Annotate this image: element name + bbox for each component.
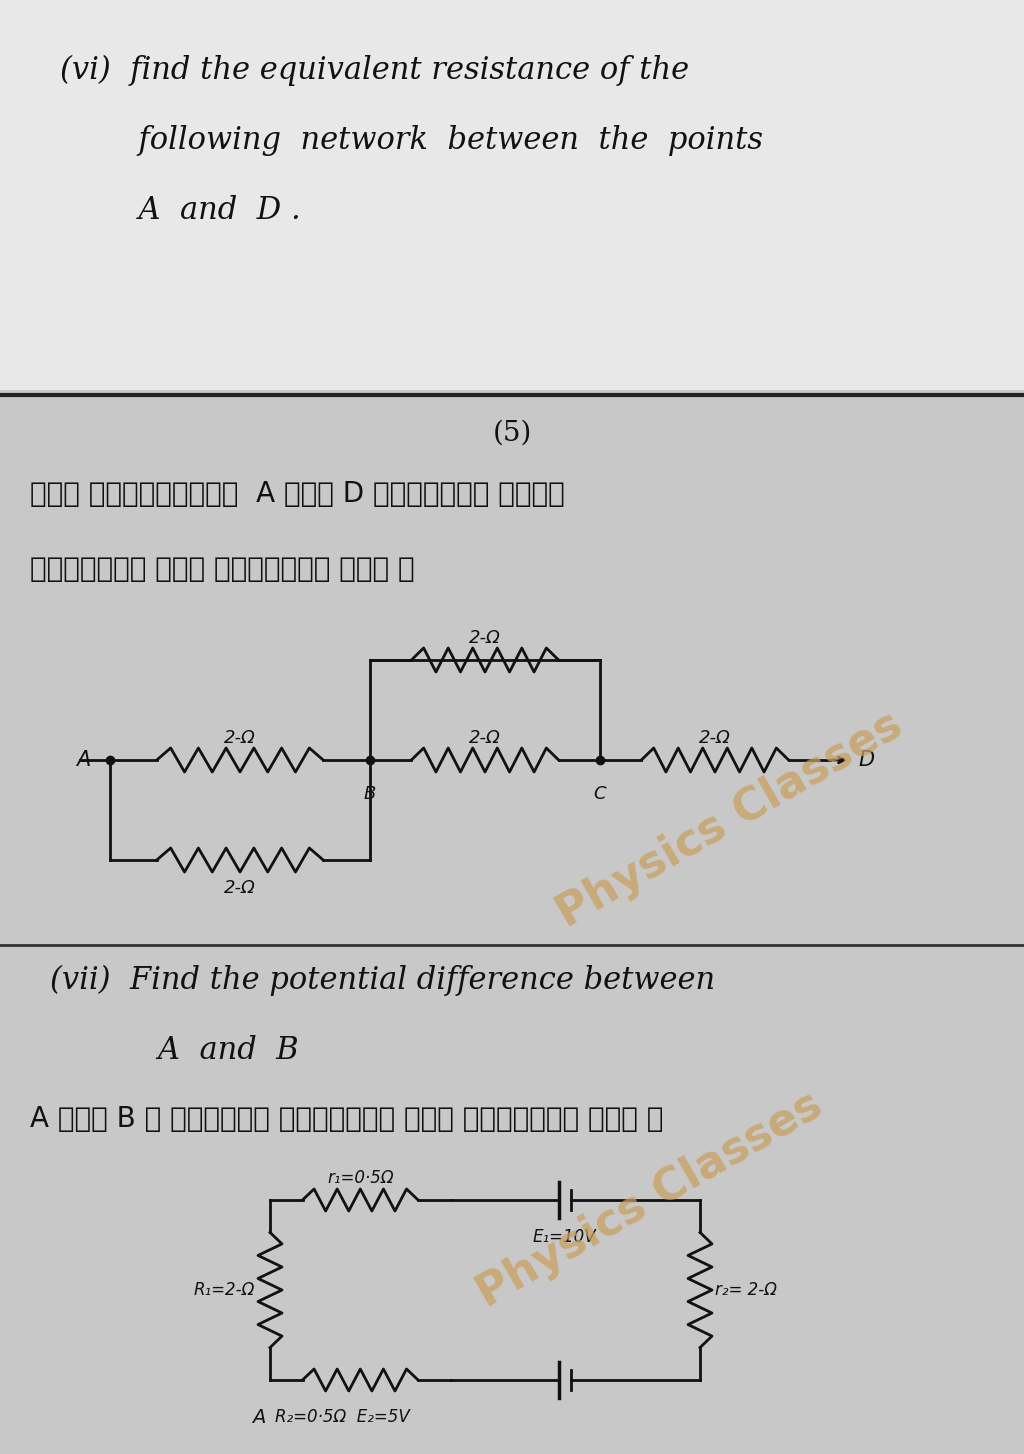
- Text: 2-Ω: 2-Ω: [224, 880, 256, 897]
- Text: ভরস সার্কিটের  A আরক D বিন্দুর মাঝে: ভরস সার্কিটের A আরক D বিন্দুর মাঝে: [30, 480, 565, 507]
- Text: (vii)  Find the potential difference between: (vii) Find the potential difference betw…: [50, 965, 715, 996]
- Text: A  and  D .: A and D .: [80, 195, 301, 225]
- Text: 2-Ω: 2-Ω: [469, 728, 501, 747]
- Bar: [0, 0, 1024, 390]
- Text: C: C: [594, 785, 606, 803]
- Text: B: B: [364, 785, 376, 803]
- Text: 2-Ω: 2-Ω: [699, 728, 731, 747]
- Text: Physics Classes: Physics Classes: [550, 704, 910, 936]
- Text: 2-Ω: 2-Ω: [469, 630, 501, 647]
- Text: A  and  B: A and B: [80, 1035, 299, 1066]
- Text: R₁=2-Ω: R₁=2-Ω: [194, 1281, 255, 1298]
- Text: following  network  between  the  points: following network between the points: [80, 125, 763, 156]
- Text: (vi)  find the equivalent resistance of the: (vi) find the equivalent resistance of t…: [60, 55, 689, 86]
- Text: r₁=0·5Ω: r₁=0·5Ω: [327, 1169, 393, 1186]
- Text: Physics Classes: Physics Classes: [470, 1083, 830, 1316]
- Text: (5): (5): [493, 420, 531, 446]
- Text: r₂= 2-Ω: r₂= 2-Ω: [715, 1281, 777, 1298]
- Text: D: D: [858, 750, 874, 771]
- Text: A আরক B র মাঝেতে বিদ্যুত ভেদ নির্ণয় করো ।: A আরক B র মাঝেতে বিদ্যুত ভেদ নির্ণয় করো…: [30, 1105, 664, 1133]
- Text: A: A: [76, 750, 90, 771]
- Text: R₂=0·5Ω  E₂=5V: R₂=0·5Ω E₂=5V: [275, 1407, 410, 1426]
- Text: A: A: [252, 1407, 265, 1426]
- Text: সমতুল্য রোধ নির্ণয় করো ।: সমতুল্য রোধ নির্ণয় করো ।: [30, 555, 415, 583]
- Text: 2-Ω: 2-Ω: [224, 728, 256, 747]
- Text: E₁=10V: E₁=10V: [534, 1229, 597, 1246]
